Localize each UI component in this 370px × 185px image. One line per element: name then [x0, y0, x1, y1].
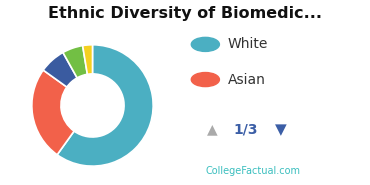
Wedge shape — [43, 53, 77, 87]
Text: White: White — [228, 37, 268, 51]
Text: ▲: ▲ — [208, 122, 218, 137]
Wedge shape — [32, 70, 74, 155]
Text: ▼: ▼ — [275, 122, 287, 137]
Text: .9%: .9% — [96, 103, 116, 113]
Wedge shape — [57, 45, 153, 166]
Text: 1/3: 1/3 — [234, 122, 258, 137]
Text: Ethnic Diversity of Biomedic...: Ethnic Diversity of Biomedic... — [48, 6, 322, 21]
Wedge shape — [63, 46, 87, 78]
Text: CollegeFactual.com: CollegeFactual.com — [206, 166, 301, 176]
Text: Asian: Asian — [228, 73, 265, 87]
Wedge shape — [83, 45, 92, 74]
